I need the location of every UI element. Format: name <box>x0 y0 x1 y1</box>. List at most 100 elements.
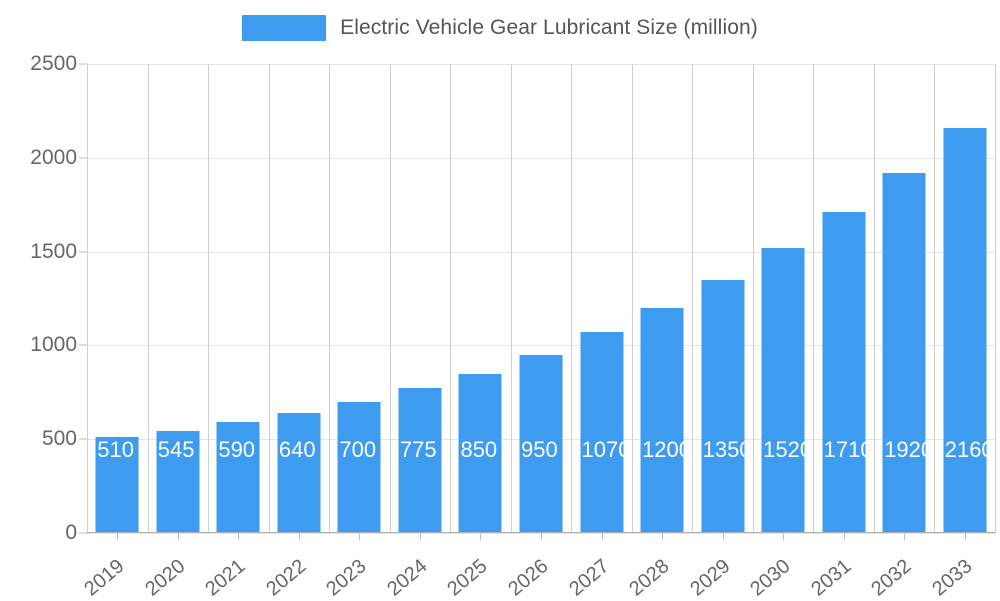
bar-group: 1710 <box>813 64 874 533</box>
gridline-vertical <box>390 64 391 533</box>
bar[interactable] <box>882 172 926 533</box>
x-axis-tick: 2021 <box>202 533 269 601</box>
bar[interactable] <box>95 437 139 533</box>
x-axis-tick-label: 2029 <box>685 555 735 601</box>
gridline-horizontal <box>87 345 995 346</box>
x-axis-tick: 2025 <box>444 533 511 601</box>
x-axis-tick: 2033 <box>928 533 995 601</box>
y-axis-tick-label: 2500 <box>30 52 77 75</box>
x-axis-tick: 2023 <box>323 533 390 601</box>
gridline-vertical <box>511 64 512 533</box>
bar-group: 1920 <box>874 64 935 533</box>
x-axis-tick-mark <box>722 533 724 540</box>
bar[interactable] <box>580 332 624 533</box>
bar-group: 1520 <box>753 64 814 533</box>
bar[interactable] <box>761 247 805 533</box>
x-axis-tick-mark <box>177 533 179 540</box>
x-axis-tick-mark <box>419 533 421 540</box>
x-axis-tick-label: 2031 <box>806 555 856 601</box>
gridline-vertical <box>148 64 149 533</box>
x-axis-tick: 2026 <box>504 533 572 601</box>
bar-group: 510 <box>87 64 148 533</box>
bar-group: 1070 <box>571 64 632 533</box>
x-axis-tick-label: 2028 <box>625 555 674 601</box>
gridline-vertical <box>329 64 330 533</box>
plot-area: 510 545 590 640 700 775 850 950 1070 1200 1350 1520… <box>87 64 996 534</box>
x-axis-tick: 2028 <box>625 533 693 601</box>
x-axis-tick-mark <box>359 533 361 540</box>
x-axis-tick-mark <box>298 533 300 540</box>
bar-group: 1350 <box>692 64 753 533</box>
x-axis-tick-mark <box>238 533 240 540</box>
bar-group: 2160 <box>934 64 995 533</box>
legend-item[interactable]: Electric Vehicle Gear Lubricant Size (mi… <box>242 15 758 41</box>
bar-group: 545 <box>148 64 209 533</box>
y-axis-tick-label: 1000 <box>30 333 77 357</box>
bar[interactable] <box>519 354 563 533</box>
bar[interactable] <box>640 307 684 533</box>
x-axis-tick: 2024 <box>383 533 451 601</box>
bar[interactable] <box>337 401 381 533</box>
x-axis-tick: 2020 <box>141 533 209 601</box>
gridline-horizontal <box>87 158 995 159</box>
gridline-vertical <box>692 64 693 533</box>
x-axis-tick-label: 2026 <box>504 555 553 601</box>
x-axis-tick: 2029 <box>686 533 753 601</box>
x-axis-tick-label: 2027 <box>564 555 614 601</box>
x-axis-tick-label: 2023 <box>322 555 371 601</box>
chart-legend: Electric Vehicle Gear Lubricant Size (mi… <box>0 0 1000 56</box>
x-axis-tick-mark <box>662 533 664 540</box>
gridline-vertical <box>813 64 814 533</box>
y-axis-tick-mark <box>79 63 87 65</box>
gridline-vertical <box>874 64 875 533</box>
bar-group: 850 <box>450 64 511 533</box>
y-axis-tick-mark <box>79 438 87 440</box>
x-axis-tick: 2031 <box>807 533 874 601</box>
gridline-horizontal <box>87 252 995 253</box>
y-axis-tick-label: 500 <box>41 427 77 451</box>
legend-color-swatch <box>242 15 327 41</box>
x-axis-tick: 2022 <box>262 533 330 601</box>
x-axis-tick-mark <box>904 533 906 540</box>
bar[interactable] <box>822 212 866 533</box>
gridline-vertical <box>632 64 633 533</box>
bar-group: 775 <box>390 64 451 533</box>
x-axis-tick-label: 2021 <box>201 555 250 601</box>
gridline-vertical <box>450 64 451 533</box>
x-axis-tick-mark <box>480 533 482 540</box>
x-axis-tick-mark <box>117 533 119 540</box>
x-axis-tick-label: 2020 <box>141 555 190 601</box>
gridline-vertical <box>87 64 88 533</box>
x-axis-tick: 2032 <box>867 533 935 601</box>
bar[interactable] <box>156 430 200 533</box>
x-axis-tick-label: 2033 <box>927 555 977 601</box>
y-axis-tick-label: 1500 <box>30 239 77 263</box>
x-axis-tick-mark <box>601 533 603 540</box>
gridline-vertical <box>208 64 209 533</box>
bar[interactable] <box>216 422 260 533</box>
x-axis-baseline <box>87 532 995 533</box>
gridline-vertical <box>995 64 996 533</box>
bar[interactable] <box>943 127 987 533</box>
bar[interactable] <box>277 412 321 533</box>
gridline-horizontal <box>87 64 995 65</box>
y-axis-tick-mark <box>79 532 87 534</box>
x-axis-tick-label: 2024 <box>383 555 432 601</box>
gridline-vertical <box>934 64 935 533</box>
x-axis-tick: 2030 <box>746 533 814 601</box>
y-axis-tick-mark <box>79 344 87 346</box>
y-axis-tick-mark <box>79 251 87 253</box>
bar[interactable] <box>398 387 442 533</box>
x-axis-tick: 2019 <box>81 533 148 601</box>
x-axis-tick-mark <box>783 533 785 540</box>
x-axis-tick-mark <box>843 533 845 540</box>
bar-group: 590 <box>208 64 269 533</box>
bar-group: 640 <box>269 64 330 533</box>
x-axis: 2019 2020 2021 2022 2023 2024 2025 2026 2027 2028… <box>81 533 995 601</box>
bar[interactable] <box>458 373 502 533</box>
x-axis-tick-label: 2019 <box>80 555 129 601</box>
gridline-vertical <box>571 64 572 533</box>
x-axis-tick-mark <box>540 533 542 540</box>
bar[interactable] <box>701 279 745 533</box>
